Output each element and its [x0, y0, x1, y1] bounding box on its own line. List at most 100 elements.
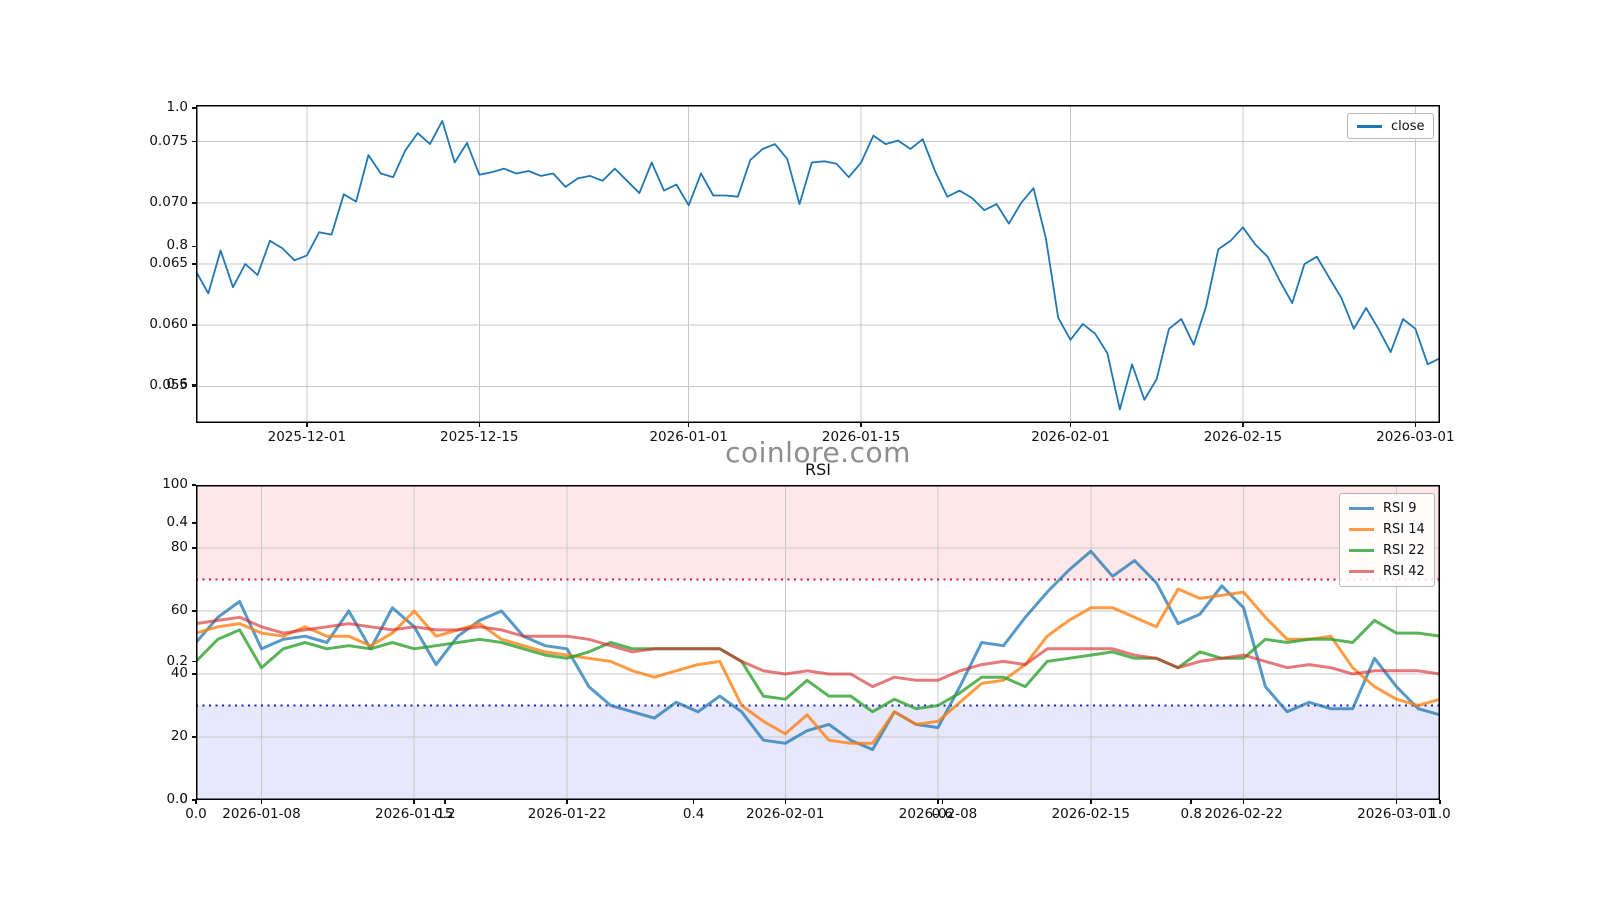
tick-mark	[1414, 423, 1417, 427]
legend-label-rsi22: RSI 22	[1383, 543, 1425, 558]
y-tick-label: 100	[162, 476, 188, 492]
y-tick-label: 80	[170, 539, 188, 555]
legend-row-close: close	[1348, 114, 1433, 138]
tick-mark	[444, 800, 446, 804]
legend-row-rsi22: RSI 22	[1340, 540, 1434, 561]
y-tick-label: 60	[170, 602, 188, 618]
rsi-legend: RSI 9 RSI 14 RSI 22 RSI 42	[1339, 493, 1435, 587]
overlay-y-tick-label: 0.0	[166, 791, 188, 807]
tick-mark	[192, 324, 196, 326]
tick-mark	[687, 423, 690, 427]
overlay-y-tick-label: 0.2	[166, 652, 188, 669]
overlay-y-tick-label: 0.4	[166, 514, 188, 531]
tick-mark	[1439, 800, 1441, 804]
overlay-y-tick-label: 1.0	[166, 99, 188, 115]
rsi42-line-sample	[1349, 570, 1374, 573]
legend-row-rsi42: RSI 42	[1340, 561, 1434, 582]
price-legend: close	[1347, 113, 1435, 139]
legend-label-rsi9: RSI 9	[1383, 501, 1417, 516]
tick-mark	[1069, 423, 1072, 427]
tick-mark	[192, 673, 196, 675]
tick-mark	[192, 263, 196, 265]
x-tick-label: 2026-01-15	[375, 806, 454, 822]
x-tick-label: 2026-03-01	[1357, 806, 1436, 822]
x-tick-label: 2026-01-08	[222, 806, 301, 822]
overlay-x-tick-label: 1.0	[1429, 806, 1451, 822]
tick-mark	[192, 484, 196, 486]
rsi14-line-sample	[1349, 528, 1374, 531]
close-line-sample	[1357, 124, 1382, 128]
tick-mark	[192, 547, 196, 549]
tick-mark	[941, 800, 944, 804]
tick-mark	[1242, 800, 1245, 804]
tick-mark	[192, 610, 196, 612]
x-tick-label: 2026-02-15	[1051, 806, 1131, 822]
x-tick-label: 2025-12-01	[267, 429, 347, 445]
legend-label-rsi42: RSI 42	[1383, 564, 1425, 579]
y-tick-label: 0.070	[149, 193, 188, 210]
overlay-x-tick-label: 0.8	[1180, 806, 1202, 822]
tick-mark	[260, 800, 263, 804]
tick-mark	[192, 107, 196, 109]
rsi-chart-title: RSI	[805, 460, 831, 479]
tick-mark	[192, 202, 196, 204]
price-chart	[196, 105, 1440, 423]
tick-mark	[784, 800, 786, 804]
legend-row-rsi14: RSI 14	[1340, 519, 1434, 540]
x-tick-label: 2026-01-22	[527, 806, 607, 822]
tick-mark	[195, 800, 197, 804]
tick-mark	[478, 423, 481, 427]
x-tick-label: 2026-02-15	[1203, 429, 1283, 445]
tick-mark	[937, 800, 939, 804]
tick-mark	[192, 736, 196, 738]
tick-mark	[192, 385, 196, 388]
overlay-y-tick-label: 0.8	[166, 237, 188, 254]
tick-mark	[192, 384, 196, 386]
axes-border	[196, 105, 1440, 423]
tick-mark	[306, 423, 308, 427]
x-tick-label: 2026-03-01	[1376, 429, 1455, 445]
watermark: coinlore.com	[725, 436, 911, 469]
series-rsi-22	[196, 618, 1440, 714]
tick-mark	[860, 423, 862, 427]
tick-mark	[192, 522, 196, 524]
y-tick-label: 0	[179, 791, 188, 807]
tick-mark	[566, 800, 568, 804]
tick-mark	[192, 140, 196, 143]
rsi22-line-sample	[1349, 549, 1374, 552]
series-rsi-42	[196, 615, 1440, 689]
band-overbought	[196, 485, 1440, 580]
legend-label-rsi14: RSI 14	[1383, 522, 1425, 537]
rsi-chart	[196, 485, 1440, 800]
overlay-y-tick-label: 0.6	[166, 375, 188, 392]
x-tick-label: 2025-12-15	[440, 429, 519, 445]
tick-mark	[192, 799, 196, 801]
overlay-x-tick-label: 0.4	[682, 806, 705, 822]
tick-mark	[1190, 800, 1192, 804]
legend-label-close: close	[1391, 118, 1425, 134]
x-tick-label: 2026-02-01	[746, 806, 825, 822]
overlay-x-tick-label: 0.2	[434, 806, 456, 822]
tick-mark	[192, 245, 196, 248]
x-tick-label: 2026-02-01	[1031, 429, 1110, 445]
y-tick-label: 20	[170, 728, 188, 744]
tick-mark	[1090, 800, 1092, 804]
y-tick-label: 0.060	[149, 316, 188, 333]
x-tick-label: 2026-02-08	[898, 806, 978, 822]
y-tick-label: 0.075	[149, 132, 188, 149]
tick-mark	[1395, 800, 1398, 804]
y-tick-label: 0.055	[149, 377, 188, 394]
axes-border	[196, 485, 1440, 800]
y-tick-label: 0.065	[149, 255, 188, 271]
band-oversold	[196, 705, 1440, 800]
y-tick-label: 40	[170, 665, 188, 681]
legend-row-rsi9: RSI 9	[1340, 498, 1434, 519]
tick-mark	[692, 800, 695, 804]
tick-mark	[192, 660, 196, 663]
x-tick-label: 2026-01-01	[649, 429, 728, 445]
tick-mark	[413, 800, 415, 804]
rsi9-line-sample	[1349, 507, 1374, 510]
x-tick-label: 2026-01-15	[821, 429, 901, 445]
overlay-x-tick-label: 0.0	[185, 806, 207, 822]
